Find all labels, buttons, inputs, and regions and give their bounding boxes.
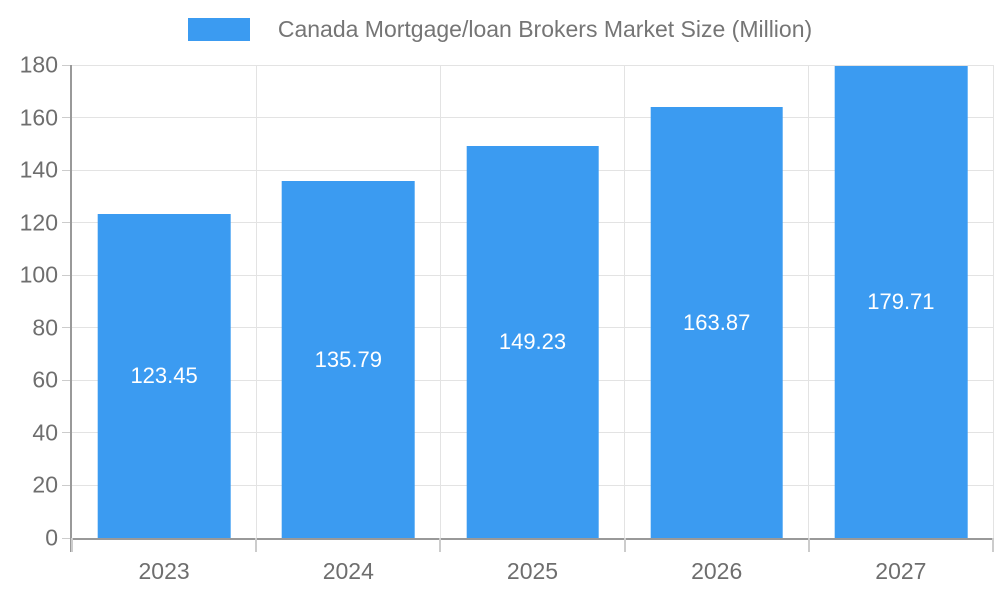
y-axis-line — [70, 65, 72, 552]
y-tick-mark — [62, 117, 70, 119]
x-tick-label: 2026 — [691, 558, 743, 584]
y-tick-mark — [62, 484, 70, 486]
bar: 163.87 — [650, 107, 783, 538]
gridline-v — [255, 65, 257, 538]
bar: 123.45 — [97, 213, 231, 538]
x-tick-mark — [255, 538, 258, 552]
bar-value-label: 135.79 — [314, 346, 382, 372]
y-tick-mark — [62, 274, 70, 276]
x-tick-label: 2027 — [875, 558, 927, 584]
bar: 179.71 — [834, 65, 968, 538]
gridline-v — [624, 65, 626, 538]
y-tick-mark — [62, 64, 70, 66]
gridline-v — [808, 65, 810, 538]
y-tick-label: 120 — [19, 209, 58, 236]
plot-area: 123.45 135.79 149.23 163.87 179.71 — [62, 64, 994, 552]
y-tick-label: 40 — [32, 419, 58, 446]
y-tick-label: 140 — [19, 156, 58, 183]
y-tick-label: 20 — [32, 471, 58, 498]
x-tick-mark — [623, 538, 626, 552]
y-tick-label: 80 — [32, 314, 58, 341]
y-tick-label: 0 — [45, 524, 58, 551]
x-tick-mark — [807, 538, 810, 552]
legend-swatch[interactable] — [187, 18, 250, 41]
bar: 135.79 — [281, 181, 415, 538]
bar: 149.23 — [466, 145, 599, 538]
legend: Canada Mortgage/loan Brokers Market Size… — [0, 16, 1000, 43]
gridline-h — [72, 117, 993, 119]
x-axis-labels: 2023 2024 2025 2026 2027 — [72, 560, 993, 590]
y-tick-mark — [62, 222, 70, 224]
x-tick-mark — [439, 538, 442, 552]
bar-value-label: 179.71 — [867, 288, 935, 314]
y-tick-label: 160 — [19, 104, 58, 131]
y-tick-mark — [62, 432, 70, 434]
y-tick-label: 60 — [32, 366, 58, 393]
y-tick-mark — [62, 169, 70, 171]
y-tick-mark — [62, 379, 70, 381]
x-tick-label: 2023 — [138, 558, 190, 584]
y-tick-mark — [62, 537, 70, 539]
bar-value-label: 149.23 — [498, 328, 567, 354]
x-tick-label: 2025 — [506, 558, 559, 584]
y-tick-mark — [62, 327, 70, 329]
gridline-h — [72, 64, 993, 66]
x-tick-label: 2024 — [322, 558, 374, 584]
y-tick-label: 180 — [19, 51, 58, 78]
y-tick-label: 100 — [19, 261, 58, 288]
gridline-v — [992, 65, 994, 538]
y-axis-labels: 0 20 40 60 80 100 120 140 160 180 — [0, 53, 58, 549]
x-axis-line — [70, 538, 993, 540]
x-tick-mark — [71, 538, 73, 552]
bar-value-label: 163.87 — [683, 309, 751, 335]
bar-value-label: 123.45 — [130, 362, 198, 388]
x-tick-mark — [992, 538, 994, 552]
chart-title[interactable]: Canada Mortgage/loan Brokers Market Size… — [277, 16, 813, 42]
gridline-v — [439, 65, 441, 538]
